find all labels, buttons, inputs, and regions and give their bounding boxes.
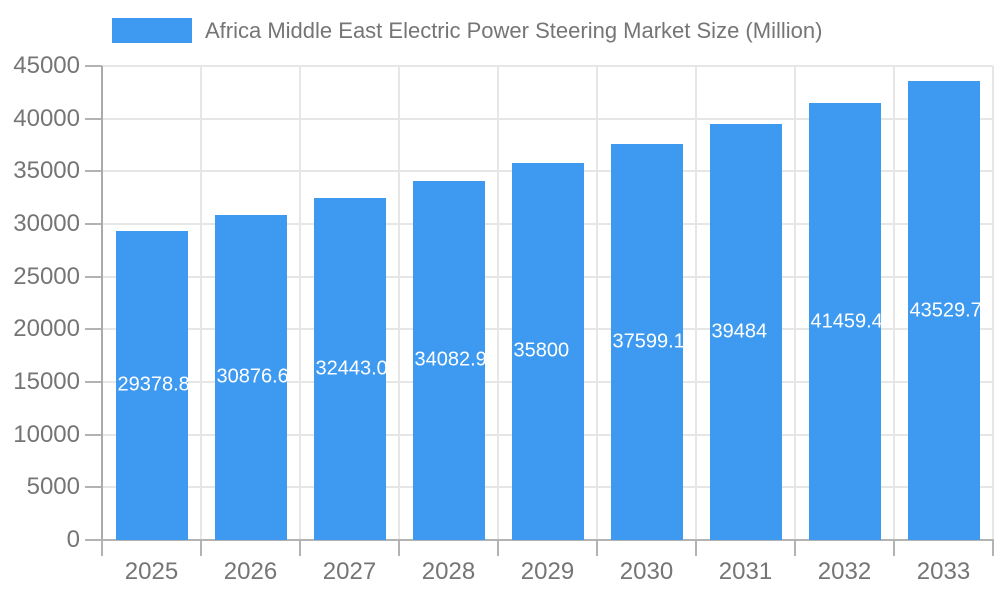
x-axis-line bbox=[101, 539, 994, 541]
x-gridline bbox=[497, 66, 499, 540]
bar-value-label: 29378.8 bbox=[117, 373, 188, 396]
y-tick-label: 35000 bbox=[13, 157, 80, 185]
x-tick-label: 2030 bbox=[619, 558, 674, 585]
chart-legend: Africa Middle East Electric Power Steeri… bbox=[112, 18, 822, 43]
x-tick bbox=[200, 540, 202, 556]
y-gridline bbox=[102, 117, 993, 120]
y-tick-label: 40000 bbox=[13, 104, 80, 132]
y-tick-label: 30000 bbox=[13, 210, 80, 237]
bar: 29378.8 bbox=[115, 230, 188, 540]
y-tick bbox=[85, 65, 102, 67]
y-tick bbox=[85, 223, 102, 225]
x-tick bbox=[794, 540, 796, 556]
x-tick-label: 2032 bbox=[817, 558, 872, 585]
bar-value-label: 37599.1 bbox=[612, 330, 683, 353]
y-tick bbox=[85, 117, 102, 120]
x-tick-label: 2027 bbox=[322, 558, 377, 585]
bar-value-label: 35800 bbox=[513, 339, 570, 362]
bar-value-label: 41459.4 bbox=[810, 310, 881, 333]
x-gridline bbox=[200, 66, 202, 540]
x-tick bbox=[101, 540, 103, 556]
bar: 35800 bbox=[511, 162, 584, 540]
x-tick-label: 2028 bbox=[421, 558, 476, 585]
bar-value-label: 30876.6 bbox=[216, 365, 287, 388]
x-tick-label: 2025 bbox=[124, 558, 179, 585]
bar: 32443.0 bbox=[313, 198, 386, 540]
x-tick-label: 2033 bbox=[916, 558, 971, 585]
y-tick-label: 10000 bbox=[13, 420, 80, 448]
x-tick bbox=[596, 540, 598, 556]
x-tick bbox=[695, 540, 697, 556]
bar-value-label: 43529.7 bbox=[909, 299, 980, 322]
y-tick-label: 20000 bbox=[13, 315, 80, 343]
x-gridline bbox=[695, 66, 697, 540]
x-tick-label: 2029 bbox=[520, 558, 575, 585]
x-gridline bbox=[794, 66, 796, 540]
y-tick bbox=[85, 275, 102, 278]
x-tick-label: 2031 bbox=[718, 558, 773, 585]
y-axis-line bbox=[101, 66, 103, 540]
y-tick-label: 25000 bbox=[13, 262, 80, 290]
y-tick bbox=[85, 539, 102, 541]
bar-value-label: 34082.9 bbox=[414, 348, 485, 371]
y-tick bbox=[85, 170, 102, 173]
y-tick bbox=[85, 381, 102, 383]
x-gridline bbox=[299, 66, 301, 540]
x-tick bbox=[992, 540, 994, 556]
bar: 41459.4 bbox=[808, 103, 881, 540]
x-tick bbox=[497, 540, 499, 556]
legend-label: Africa Middle East Electric Power Steeri… bbox=[205, 18, 823, 43]
bar: 34082.9 bbox=[412, 180, 485, 540]
y-tick bbox=[85, 433, 102, 436]
bar: 30876.6 bbox=[214, 214, 287, 540]
y-tick bbox=[85, 328, 102, 331]
y-tick-label: 15000 bbox=[13, 368, 80, 395]
x-gridline bbox=[596, 66, 598, 540]
y-tick-label: 5000 bbox=[26, 473, 80, 501]
y-tick-label: 0 bbox=[66, 526, 80, 553]
y-tick bbox=[85, 486, 102, 489]
legend-swatch bbox=[112, 18, 192, 43]
bar: 37599.1 bbox=[610, 143, 683, 540]
bar: 43529.7 bbox=[907, 81, 980, 540]
x-tick bbox=[398, 540, 400, 556]
x-gridline bbox=[992, 66, 994, 540]
bar-value-label: 39484 bbox=[711, 320, 768, 343]
y-gridline bbox=[102, 65, 993, 67]
x-tick bbox=[299, 540, 301, 556]
x-tick-label: 2026 bbox=[223, 558, 278, 585]
x-tick bbox=[893, 540, 895, 556]
y-tick-label: 45000 bbox=[13, 52, 80, 79]
x-gridline bbox=[893, 66, 895, 540]
x-gridline bbox=[398, 66, 400, 540]
bar-value-label: 32443.0 bbox=[315, 357, 386, 380]
bar: 39484 bbox=[709, 124, 782, 540]
